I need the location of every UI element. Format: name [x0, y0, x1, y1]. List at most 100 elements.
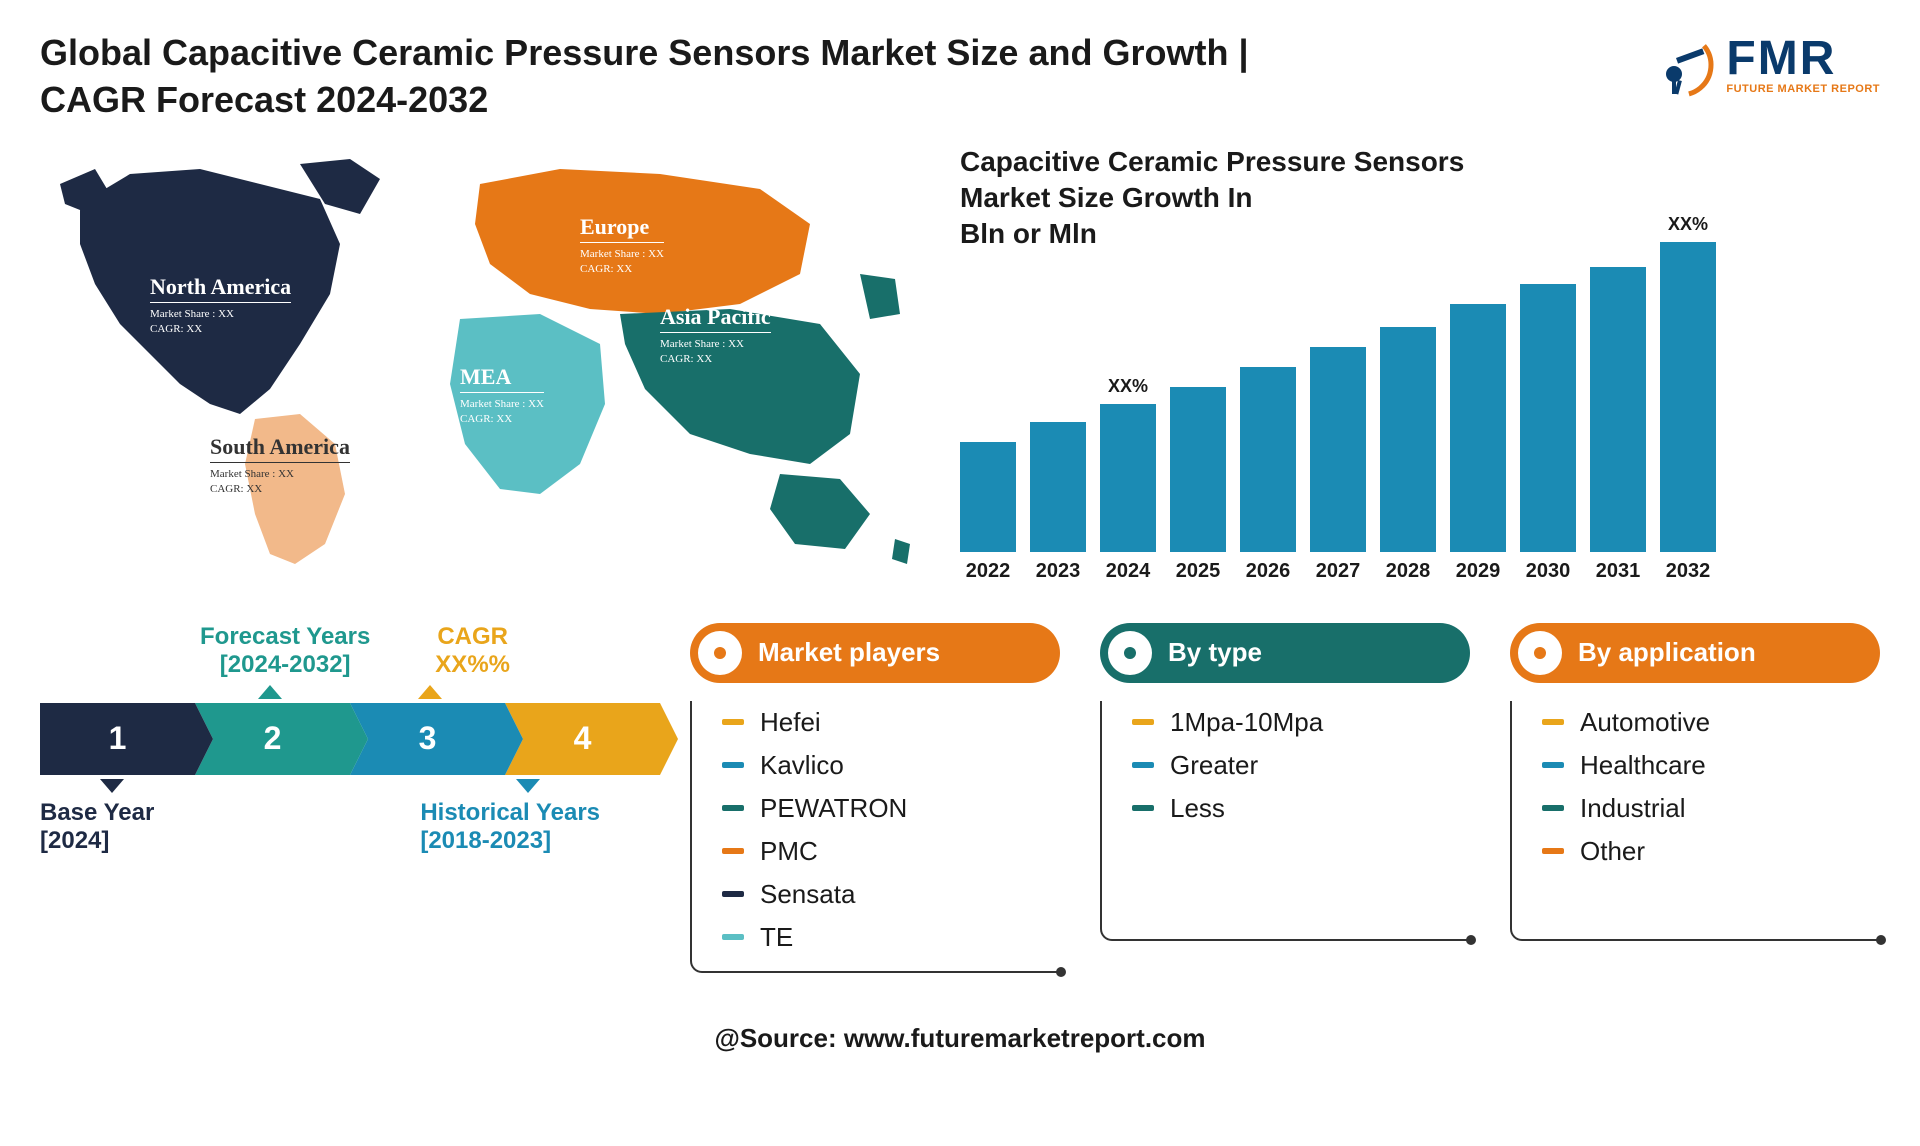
list-item: Kavlico [722, 744, 1060, 787]
bullet-icon [1132, 762, 1154, 768]
timeline-segment-3: 3 [350, 703, 505, 775]
bar [1170, 387, 1226, 552]
list-item: Other [1542, 830, 1880, 873]
region-label-europe: Europe Market Share : XX CAGR: XX [580, 214, 664, 278]
bullet-icon [1542, 805, 1564, 811]
item-label: PMC [760, 836, 818, 867]
bar-2025: 2025 [1170, 387, 1226, 583]
region-label-mea: MEA Market Share : XX CAGR: XX [460, 364, 544, 428]
arrow-up-icon [258, 685, 282, 699]
timeline-segment-2: 2 [195, 703, 350, 775]
cagr-label: CAGR [435, 623, 510, 651]
item-label: Hefei [760, 707, 821, 738]
base-year-value: [2024] [40, 827, 154, 855]
bar-2023: 2023 [1030, 422, 1086, 583]
bar [1240, 367, 1296, 552]
historical-years-range: [2018-2023] [420, 827, 600, 855]
fmr-logo: FMR FUTURE MARKET REPORT [1646, 30, 1880, 100]
timeline-segment-4: 4 [505, 703, 660, 775]
bar-2030: 2030 [1520, 284, 1576, 583]
timeline-segment-1: 1 [40, 703, 195, 775]
bar-2026: 2026 [1240, 367, 1296, 583]
item-label: PEWATRON [760, 793, 907, 824]
list-item: Healthcare [1542, 744, 1880, 787]
item-label: Less [1170, 793, 1225, 824]
list-item: Less [1132, 787, 1470, 830]
bar-year-label: 2028 [1386, 560, 1431, 583]
category-header: By application [1510, 623, 1880, 683]
bar [1100, 404, 1156, 552]
forecast-years-label: Forecast Years [200, 623, 370, 651]
region-label-asia-pacific: Asia Pacific Market Share : XX CAGR: XX [660, 304, 771, 368]
item-label: 1Mpa-10Mpa [1170, 707, 1323, 738]
logo-text-sub: FUTURE MARKET REPORT [1726, 83, 1880, 95]
item-label: Healthcare [1580, 750, 1706, 781]
region-label-south-america: South America Market Share : XX CAGR: XX [210, 434, 350, 498]
list-item: 1Mpa-10Mpa [1132, 701, 1470, 744]
bar [1520, 284, 1576, 552]
arrow-up-icon [418, 685, 442, 699]
bar-year-label: 2032 [1666, 560, 1711, 583]
world-map: North America Market Share : XX CAGR: XX… [40, 144, 920, 574]
bar-2027: 2027 [1310, 347, 1366, 583]
bar [1380, 327, 1436, 552]
bar-2029: 2029 [1450, 304, 1506, 583]
bar-year-label: 2031 [1596, 560, 1641, 583]
arrow-down-icon [100, 779, 124, 793]
bar-year-label: 2026 [1246, 560, 1291, 583]
bullet-icon [1132, 805, 1154, 811]
bullet-icon [1542, 848, 1564, 854]
bar-pct-label: XX% [1668, 214, 1708, 235]
list-item: Greater [1132, 744, 1470, 787]
bar-2024: XX% 2024 [1100, 404, 1156, 583]
header-circle-icon [698, 631, 742, 675]
category-title: By type [1168, 637, 1262, 668]
cagr-value: XX%% [435, 651, 510, 679]
category-header: By type [1100, 623, 1470, 683]
arrow-down-icon [516, 779, 540, 793]
list-item: Sensata [722, 873, 1060, 916]
bar [1030, 422, 1086, 552]
bar-pct-label: XX% [1108, 376, 1148, 397]
category-by-type: By type 1Mpa-10Mpa Greater Less [1100, 623, 1470, 973]
page-title: Global Capacitive Ceramic Pressure Senso… [40, 30, 1340, 124]
chart-title-l1: Capacitive Ceramic Pressure Sensors [960, 144, 1880, 180]
category-header: Market players [690, 623, 1060, 683]
bar-2032: XX% 2032 [1660, 242, 1716, 583]
item-label: Greater [1170, 750, 1258, 781]
item-label: Sensata [760, 879, 855, 910]
list-item: PMC [722, 830, 1060, 873]
category-market-players: Market players Hefei Kavlico PEWATRON PM… [690, 623, 1060, 973]
category-by-application: By application Automotive Healthcare Ind… [1510, 623, 1880, 973]
bullet-icon [1542, 762, 1564, 768]
chart-title-l2: Market Size Growth In [960, 180, 1880, 216]
region-label-north-america: North America Market Share : XX CAGR: XX [150, 274, 291, 338]
source-attribution: @Source: www.futuremarketreport.com [40, 1023, 1880, 1054]
telescope-icon [1646, 30, 1716, 100]
category-title: By application [1578, 637, 1756, 668]
bullet-icon [722, 848, 744, 854]
bullet-icon [722, 719, 744, 725]
timeline-infographic: Forecast Years [2024-2032] CAGR XX%% 123… [40, 623, 660, 855]
bar-year-label: 2022 [966, 560, 1011, 583]
list-item: Hefei [722, 701, 1060, 744]
bar-year-label: 2025 [1176, 560, 1221, 583]
header-circle-icon [1108, 631, 1152, 675]
item-label: Automotive [1580, 707, 1710, 738]
bar-year-label: 2030 [1526, 560, 1571, 583]
item-label: Industrial [1580, 793, 1686, 824]
bar-year-label: 2029 [1456, 560, 1501, 583]
item-label: Other [1580, 836, 1645, 867]
list-item: TE [722, 916, 1060, 959]
item-label: TE [760, 922, 793, 953]
bar-2031: 2031 [1590, 267, 1646, 583]
logo-text-fmr: FMR [1726, 35, 1880, 83]
category-title: Market players [758, 637, 940, 668]
bar [1450, 304, 1506, 552]
bullet-icon [722, 762, 744, 768]
growth-bar-chart: Capacitive Ceramic Pressure Sensors Mark… [960, 144, 1880, 583]
header-circle-icon [1518, 631, 1562, 675]
list-item: Industrial [1542, 787, 1880, 830]
item-label: Kavlico [760, 750, 844, 781]
historical-years-label: Historical Years [420, 799, 600, 827]
